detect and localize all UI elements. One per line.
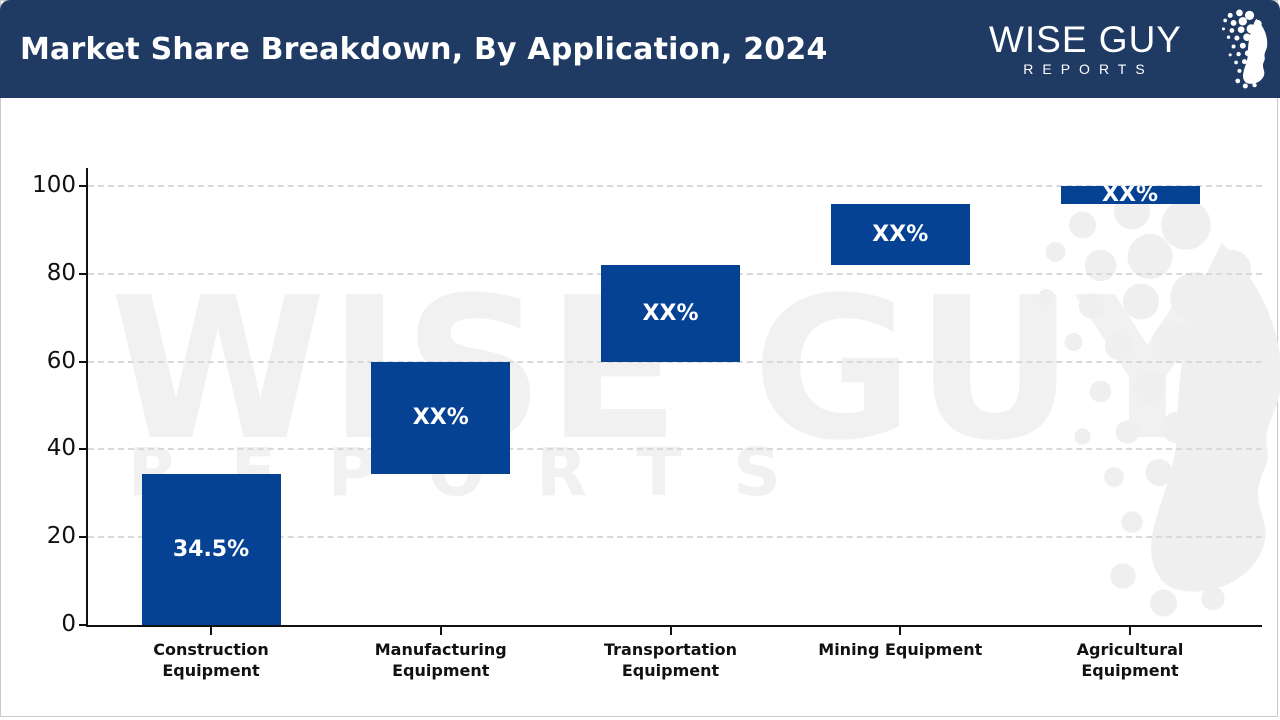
bar-value-label: XX% [1102,186,1158,204]
gridline-y-20 [88,536,1262,539]
y-tick-mark-100 [79,185,88,187]
y-tick-label-20: 20 [46,523,76,550]
category-label-2: Transportation Equipment [603,640,738,680]
x-tick-mark-3 [899,627,902,635]
y-tick-label-40: 40 [46,435,76,462]
brand-head-icon [1221,9,1268,89]
y-tick-mark-0 [79,624,88,626]
category-label-3: Mining Equipment [818,640,983,659]
y-tick-mark-80 [79,272,88,275]
bar-agricultural-equipment: XX% [1060,186,1200,204]
category-label-1: Manufacturing Equipment [374,640,507,680]
x-tick-mark-0 [210,627,212,635]
bar-manufacturing-equipment: XX% [371,361,511,474]
y-axis-line [86,168,88,627]
bar-construction-equipment: 34.5% [141,473,281,625]
bar-mining-equipment: XX% [830,203,970,265]
brand-subname: REPORTS [1023,61,1154,77]
brand-name: WISE GUY [988,19,1182,60]
y-tick-mark-40 [79,448,88,451]
gridline-y-60 [88,360,1262,363]
y-tick-label-0: 0 [61,611,76,637]
bar-value-label: 34.5% [172,536,250,562]
y-tick-label-80: 80 [46,259,76,286]
y-tick-label-60: 60 [46,347,76,374]
y-tick-mark-20 [79,536,88,539]
category-label-4: Agricultural Equipment [1076,640,1184,680]
header-bar: Market Share Breakdown, By Application, … [0,0,1280,98]
chart-title: Market Share Breakdown, By Application, … [20,31,828,67]
x-tick-mark-2 [669,627,672,635]
brand-logo-text: WISE GUY REPORTS [989,21,1182,77]
category-label-0: Construction Equipment [153,640,269,680]
brand-logo: WISE GUY REPORTS [989,7,1280,91]
bar-value-label: XX% [872,221,929,247]
y-tick-mark-60 [79,360,88,363]
y-tick-label-100: 100 [32,172,76,198]
x-tick-mark-4 [1129,627,1131,635]
gridline-y-100 [88,185,1262,187]
x-tick-mark-1 [439,627,442,635]
bar-value-label: XX% [412,405,469,431]
x-axis-line [86,625,1262,627]
bar-value-label: XX% [642,300,699,326]
gridline-y-40 [88,448,1262,451]
bar-transportation-equipment: XX% [601,265,740,362]
